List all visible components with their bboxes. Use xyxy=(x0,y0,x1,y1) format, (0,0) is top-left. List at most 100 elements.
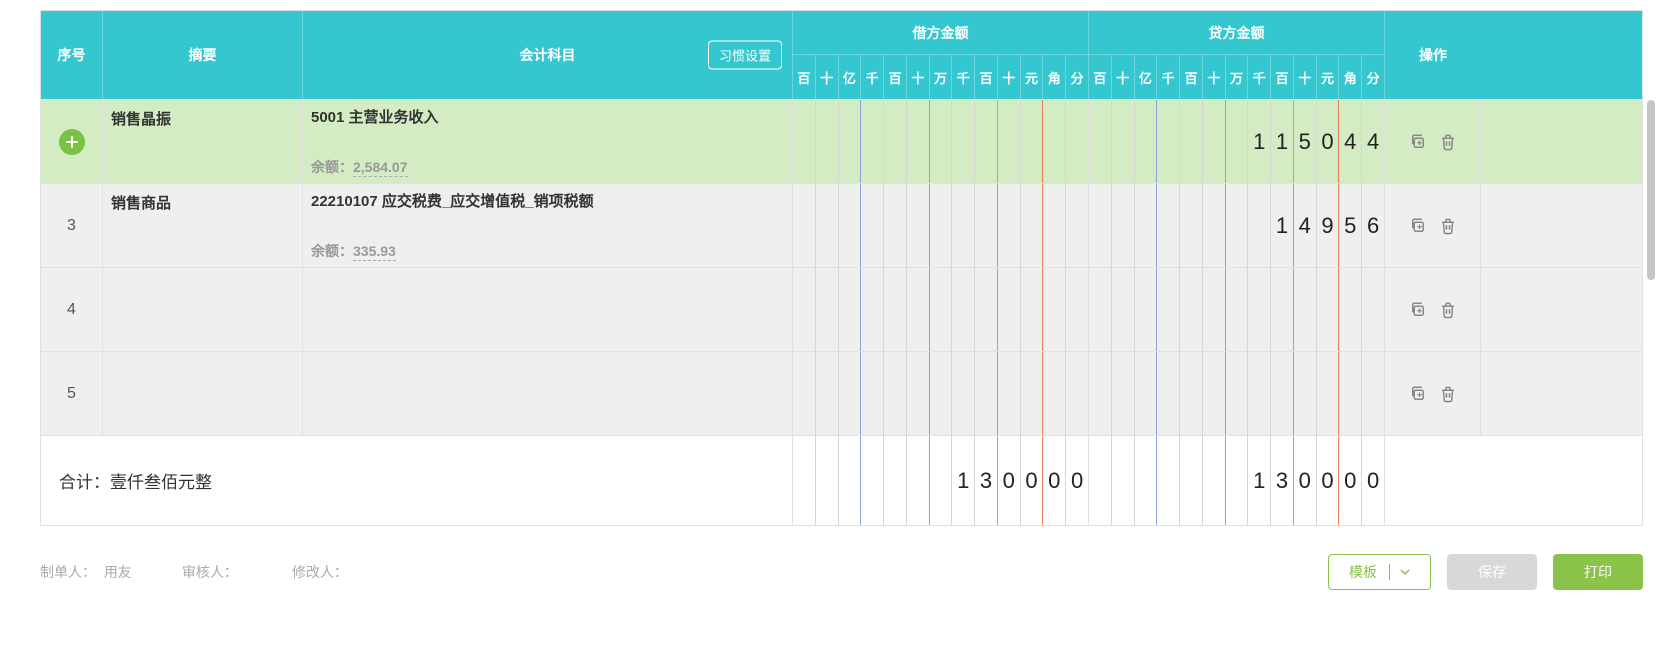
row-credit[interactable]: 14956 xyxy=(1089,184,1385,267)
row-abstract[interactable]: 销售商品 xyxy=(103,184,303,267)
copy-row-button[interactable] xyxy=(1408,216,1428,236)
digit-cell xyxy=(1180,268,1203,351)
digit-cell xyxy=(930,100,953,183)
totals-credit: 130000 xyxy=(1089,436,1385,525)
copy-row-button[interactable] xyxy=(1408,384,1428,404)
digit-head: 万 xyxy=(1226,55,1249,99)
digit-head: 百 xyxy=(1180,55,1203,99)
digit-cell xyxy=(1021,184,1044,267)
add-row-button[interactable] xyxy=(59,129,85,155)
totals-debit: 130000 xyxy=(793,436,1089,525)
digit-cell xyxy=(1089,352,1112,435)
debit-digit-headers: 百十亿千百十万千百十元角分 xyxy=(793,55,1088,99)
digit-cell xyxy=(952,268,975,351)
digit-cell: 5 xyxy=(1339,184,1362,267)
digit-cell xyxy=(1248,268,1271,351)
digit-cell xyxy=(1112,184,1135,267)
delete-row-button[interactable] xyxy=(1438,132,1458,152)
table-row[interactable]: 4 xyxy=(41,267,1642,351)
digit-cell: 4 xyxy=(1339,100,1362,183)
digit-cell xyxy=(1112,436,1135,525)
digit-cell xyxy=(1089,184,1112,267)
delete-row-button[interactable] xyxy=(1438,216,1458,236)
digit-cell: 0 xyxy=(1339,436,1362,525)
delete-row-button[interactable] xyxy=(1438,384,1458,404)
template-dropdown-toggle[interactable] xyxy=(1389,564,1410,580)
row-debit[interactable] xyxy=(793,100,1089,183)
template-button[interactable]: 模板 xyxy=(1328,554,1431,590)
scrollbar-track[interactable] xyxy=(1647,100,1657,420)
digit-cell xyxy=(1066,184,1088,267)
delete-row-button[interactable] xyxy=(1438,300,1458,320)
digit-head: 十 xyxy=(907,55,930,99)
digit-cell: 0 xyxy=(998,436,1021,525)
digit-cell xyxy=(816,184,839,267)
digit-head: 百 xyxy=(1089,55,1112,99)
row-credit[interactable] xyxy=(1089,268,1385,351)
digit-cell xyxy=(1248,352,1271,435)
voucher-entry-panel: 序号 摘要 会计科目 习惯设置 借方金额 百十亿千百十万千百十元角分 贷方金额 … xyxy=(0,0,1663,670)
row-credit[interactable] xyxy=(1089,352,1385,435)
row-abstract[interactable] xyxy=(103,352,303,435)
habit-settings-button[interactable]: 习惯设置 xyxy=(708,41,782,70)
save-button[interactable]: 保存 xyxy=(1447,554,1537,590)
table-row[interactable]: 销售晶振5001 主营业务收入余额：2,584.07 115044 xyxy=(41,99,1642,183)
digit-cell xyxy=(1021,352,1044,435)
digit-head: 百 xyxy=(1271,55,1294,99)
credit-digit-headers: 百十亿千百十万千百十元角分 xyxy=(1089,55,1384,99)
digit-cell xyxy=(816,268,839,351)
row-account[interactable]: 5001 主营业务收入余额：2,584.07 xyxy=(303,100,793,183)
trash-icon xyxy=(1439,385,1457,403)
row-credit[interactable]: 115044 xyxy=(1089,100,1385,183)
digit-cell xyxy=(816,100,839,183)
table-header: 序号 摘要 会计科目 习惯设置 借方金额 百十亿千百十万千百十元角分 贷方金额 … xyxy=(41,11,1642,99)
print-button[interactable]: 打印 xyxy=(1553,554,1643,590)
totals-ops-blank xyxy=(1385,436,1481,525)
row-seq: 3 xyxy=(41,184,103,267)
digit-cell xyxy=(793,352,816,435)
digit-cell: 1 xyxy=(1248,436,1271,525)
digit-cell xyxy=(1089,436,1112,525)
digit-cell xyxy=(1180,100,1203,183)
row-account[interactable] xyxy=(303,268,793,351)
table-row[interactable]: 3销售商品22210107 应交税费_应交增值税_销项税额余额：335.93 14… xyxy=(41,183,1642,267)
row-abstract[interactable] xyxy=(103,268,303,351)
digit-cell xyxy=(793,184,816,267)
digit-cell: 4 xyxy=(1294,184,1317,267)
digit-cell xyxy=(1135,268,1158,351)
row-ops xyxy=(1385,268,1481,351)
digit-cell xyxy=(1112,100,1135,183)
row-debit[interactable] xyxy=(793,268,1089,351)
scrollbar-thumb[interactable] xyxy=(1647,100,1655,280)
digit-cell xyxy=(1066,268,1088,351)
digit-cell: 1 xyxy=(952,436,975,525)
digit-cell xyxy=(1089,100,1112,183)
table-row[interactable]: 5 xyxy=(41,351,1642,435)
row-debit[interactable] xyxy=(793,352,1089,435)
totals-label: 合计：壹仟叁佰元整 xyxy=(41,436,793,525)
col-credit: 贷方金额 百十亿千百十万千百十元角分 xyxy=(1089,11,1385,99)
digit-cell xyxy=(793,268,816,351)
row-account[interactable]: 22210107 应交税费_应交增值税_销项税额余额：335.93 xyxy=(303,184,793,267)
digit-cell xyxy=(793,100,816,183)
row-seq: 5 xyxy=(41,352,103,435)
digit-cell xyxy=(1135,100,1158,183)
row-debit[interactable] xyxy=(793,184,1089,267)
digit-cell xyxy=(907,100,930,183)
digit-cell xyxy=(1066,100,1088,183)
digit-head: 十 xyxy=(998,55,1021,99)
account-balance: 余额：335.93 xyxy=(311,241,784,261)
copy-row-button[interactable] xyxy=(1408,132,1428,152)
digit-head: 千 xyxy=(1248,55,1271,99)
col-abstract: 摘要 xyxy=(103,11,303,99)
copy-row-button[interactable] xyxy=(1408,300,1428,320)
row-ops xyxy=(1385,184,1481,267)
digit-cell xyxy=(816,436,839,525)
digit-cell xyxy=(952,352,975,435)
digit-cell xyxy=(1135,352,1158,435)
digit-head: 亿 xyxy=(1135,55,1158,99)
row-abstract[interactable]: 销售晶振 xyxy=(103,100,303,183)
digit-cell: 0 xyxy=(1294,436,1317,525)
copy-plus-icon xyxy=(1409,385,1427,403)
row-account[interactable] xyxy=(303,352,793,435)
